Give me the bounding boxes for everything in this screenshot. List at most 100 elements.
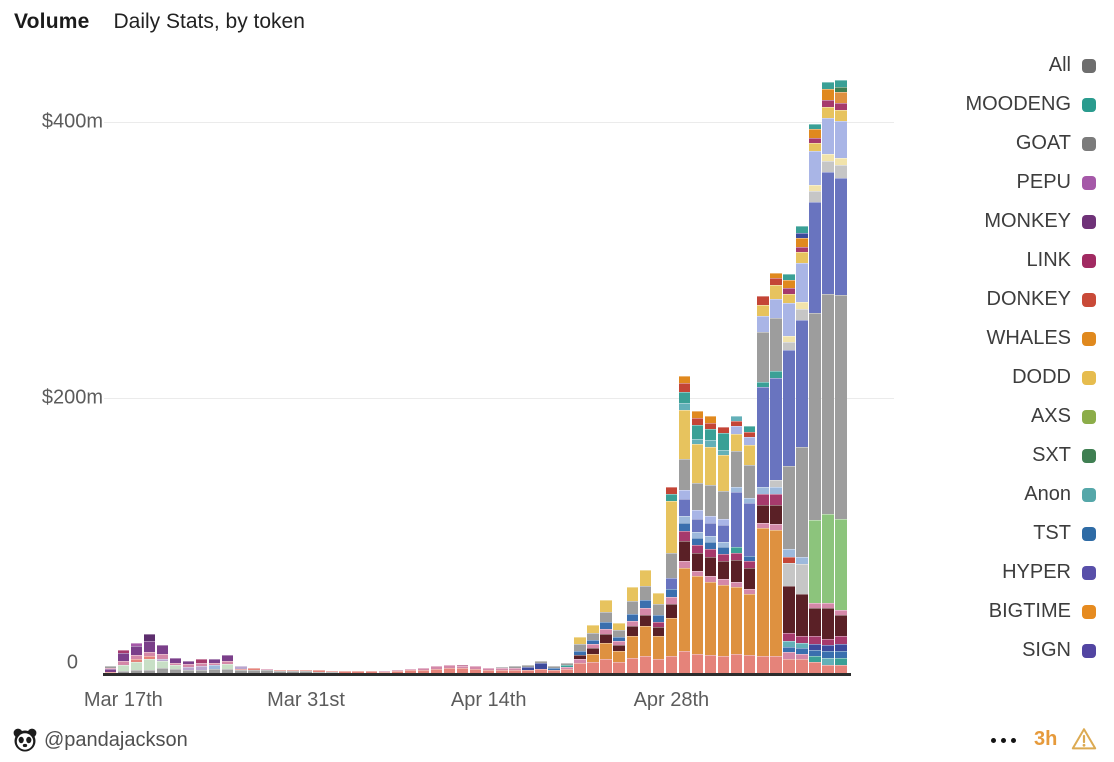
segment-pepu [130, 642, 143, 647]
bar-apr-17[interactable] [522, 664, 534, 673]
bar-mar-19[interactable] [143, 634, 156, 673]
segment-gray [796, 446, 808, 558]
bar-apr-26[interactable] [639, 569, 652, 673]
legend-item-sxt[interactable]: SXT [965, 436, 1096, 475]
legend-item-goat[interactable]: GOAT [965, 124, 1096, 163]
legend-item-axs[interactable]: AXS [965, 397, 1096, 436]
segment-teal [809, 123, 821, 130]
bar-mar-27[interactable] [248, 668, 260, 673]
segment-lt-periwinkle [809, 151, 821, 185]
legend-item-moodeng[interactable]: MOODENG [965, 85, 1096, 124]
segment-salmon [639, 656, 652, 673]
legend-item-sign[interactable]: SIGN [965, 631, 1096, 670]
bar-apr-4[interactable] [352, 671, 364, 673]
bar-apr-5[interactable] [365, 671, 377, 673]
segment-tst [809, 649, 821, 657]
segment-pale-green [130, 661, 143, 671]
bar-mar-29[interactable] [274, 669, 286, 673]
legend-item-donkey[interactable]: DONKEY [965, 280, 1096, 319]
segment-salmon [757, 656, 769, 673]
legend-swatch [1082, 331, 1096, 346]
legend-item-all[interactable]: All [965, 46, 1096, 85]
bar-apr-15[interactable] [496, 666, 508, 673]
legend-item-hyper[interactable]: HYPER [965, 553, 1096, 592]
bar-apr-3[interactable] [339, 671, 351, 673]
bar-mar-24[interactable] [208, 659, 221, 673]
legend-item-pepu[interactable]: PEPU [965, 163, 1096, 202]
more-menu-dots[interactable] [991, 738, 1016, 743]
segment-tst [600, 621, 612, 629]
segment-maroon [730, 559, 743, 582]
bar-apr-13[interactable] [469, 666, 482, 673]
bar-apr-6[interactable] [378, 670, 391, 673]
bar-may-1[interactable] [704, 416, 717, 673]
bar-apr-8[interactable] [404, 668, 417, 673]
bar-mar-31[interactable] [300, 669, 312, 673]
bar-apr-11[interactable] [443, 665, 456, 673]
bar-apr-22[interactable] [587, 624, 599, 673]
segment-gray [822, 293, 834, 515]
bar-mar-17[interactable] [117, 649, 130, 673]
bar-mar-21[interactable] [169, 657, 182, 673]
bar-may-6[interactable] [770, 272, 782, 673]
warning-triangle-icon[interactable] [1070, 726, 1098, 752]
segment-maroon [796, 594, 808, 636]
segment-magenta [456, 664, 469, 667]
legend-item-link[interactable]: LINK [965, 241, 1096, 280]
bar-apr-24[interactable] [613, 623, 625, 673]
bar-apr-27[interactable] [652, 593, 665, 673]
bar-apr-7[interactable] [391, 670, 404, 673]
bar-mar-18[interactable] [130, 642, 143, 673]
segment-pink [482, 668, 495, 671]
bar-apr-9[interactable] [417, 667, 430, 673]
bar-mar-16[interactable] [104, 666, 116, 673]
legend-item-anon[interactable]: Anon [965, 475, 1096, 514]
bar-apr-29[interactable] [678, 376, 691, 673]
bar-apr-18[interactable] [535, 660, 547, 673]
bar-may-4[interactable] [743, 426, 756, 673]
bar-apr-28[interactable] [665, 486, 678, 673]
bar-apr-2[interactable] [326, 670, 338, 673]
segment-gray [652, 604, 665, 616]
segment-lt-gray [822, 161, 834, 173]
bar-mar-20[interactable] [156, 645, 169, 673]
segment-tst [652, 615, 665, 622]
legend-swatch [1082, 175, 1096, 190]
bar-apr-30[interactable] [691, 410, 704, 673]
bar-may-9[interactable] [809, 123, 821, 673]
bar-apr-10[interactable] [430, 666, 443, 673]
bar-apr-12[interactable] [456, 664, 469, 673]
bar-may-7[interactable] [783, 274, 795, 673]
legend-item-tst[interactable]: TST [965, 514, 1096, 553]
segment-tst [574, 650, 586, 656]
bar-mar-26[interactable] [235, 666, 247, 673]
bar-mar-25[interactable] [221, 655, 234, 673]
bar-may-5[interactable] [757, 296, 769, 673]
legend-item-whales[interactable]: WHALES [965, 319, 1096, 358]
bar-may-8[interactable] [796, 226, 808, 673]
segment-teal [665, 493, 678, 501]
bar-may-11[interactable] [835, 79, 847, 673]
bar-mar-23[interactable] [195, 659, 208, 673]
bar-apr-1[interactable] [313, 670, 325, 673]
legend-item-dodd[interactable]: DODD [965, 358, 1096, 397]
bar-apr-20[interactable] [561, 663, 573, 673]
bar-may-10[interactable] [822, 82, 834, 673]
bar-may-3[interactable] [730, 416, 743, 673]
bar-apr-23[interactable] [600, 599, 612, 673]
bar-apr-14[interactable] [482, 668, 495, 673]
legend-item-bigtime[interactable]: BIGTIME [965, 592, 1096, 631]
bar-apr-19[interactable] [548, 666, 560, 673]
segment-whales [796, 238, 808, 247]
segment-pink [208, 662, 221, 666]
bar-mar-28[interactable] [261, 668, 273, 673]
bar-may-2[interactable] [717, 427, 730, 673]
segment-red [717, 427, 730, 433]
legend-item-monkey[interactable]: MONKEY [965, 202, 1096, 241]
bar-apr-16[interactable] [509, 666, 521, 673]
bar-mar-30[interactable] [287, 669, 299, 673]
bar-apr-25[interactable] [626, 587, 638, 673]
bar-mar-22[interactable] [182, 660, 195, 673]
bar-apr-21[interactable] [574, 637, 586, 673]
author-handle[interactable]: @pandajackson [44, 729, 188, 751]
